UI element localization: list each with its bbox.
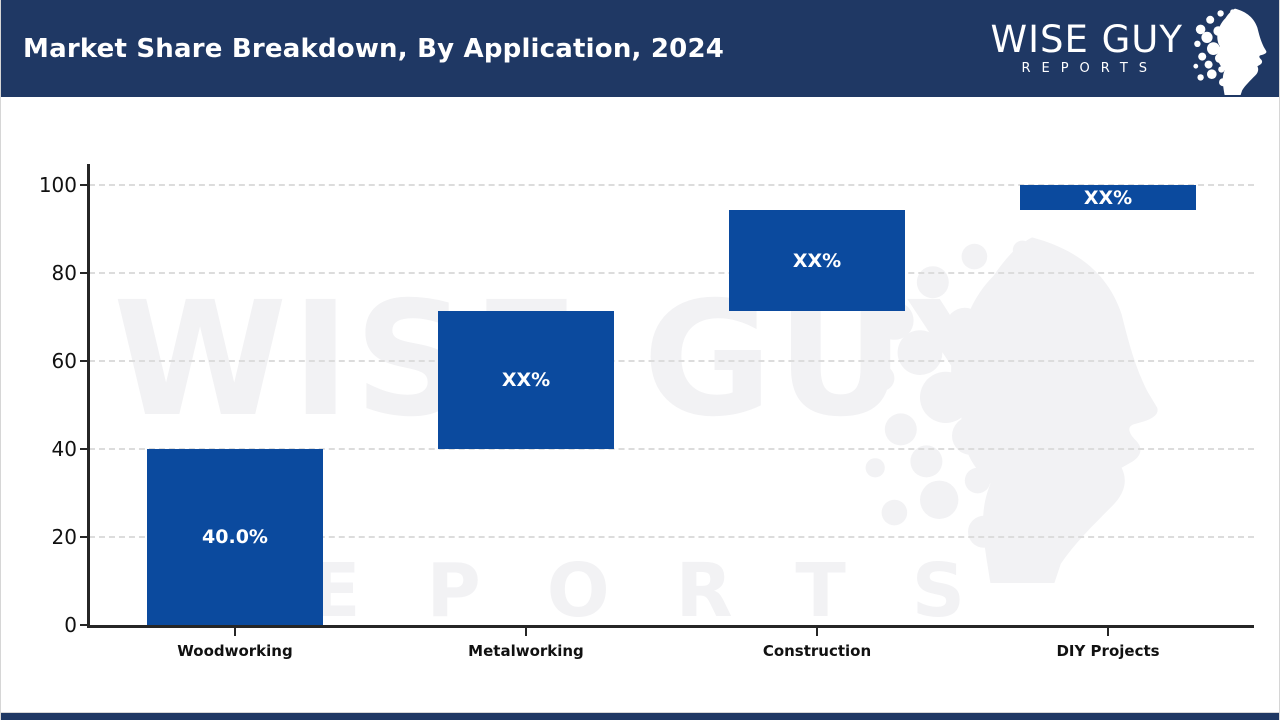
logo-subtitle: REPORTS xyxy=(1021,61,1159,76)
ytick-label: 20 xyxy=(51,525,77,549)
ytick-label: 40 xyxy=(51,437,77,461)
xtick-mark xyxy=(234,627,236,636)
bottom-hairline xyxy=(1,712,1279,713)
footer-strip xyxy=(1,713,1279,720)
bar-construction: XX% xyxy=(729,210,905,311)
bar-metalworking: XX% xyxy=(438,311,614,449)
bar-value-label: XX% xyxy=(792,249,842,272)
xtick-mark xyxy=(816,627,818,636)
gridline-y-60 xyxy=(89,360,1254,362)
page-title: Market Share Breakdown, By Application, … xyxy=(23,33,725,64)
ytick-mark xyxy=(80,536,89,538)
ytick-mark xyxy=(80,272,89,274)
bar-value-label: 40.0% xyxy=(202,526,268,548)
bar-value-label: XX% xyxy=(1083,186,1133,209)
bar-value-label: XX% xyxy=(501,369,551,391)
xtick-mark xyxy=(525,627,527,636)
ytick-mark xyxy=(80,624,89,626)
ytick-label: 0 xyxy=(64,613,77,637)
category-label-metalworking: Metalworking xyxy=(468,642,584,660)
bar-diy-projects: XX% xyxy=(1020,185,1196,210)
ytick-mark xyxy=(80,184,89,186)
logo-wordmark: WISE GUY xyxy=(990,18,1183,61)
category-label-construction: Construction xyxy=(762,642,872,660)
ytick-mark xyxy=(80,360,89,362)
waterfall-chart: 0 20 40 60 80 100 40.0% Woodworking XX% Metalwork… xyxy=(1,97,1279,713)
category-label-diy-projects: DIY Projects xyxy=(1056,642,1160,660)
xtick-mark xyxy=(1107,627,1109,636)
ytick-label: 60 xyxy=(51,349,77,373)
wise-guy-logo: WISE GUY REPORTS xyxy=(991,0,1277,97)
x-axis-line xyxy=(87,625,1254,628)
ytick-label: 80 xyxy=(51,261,77,285)
gridline-y-40 xyxy=(89,448,1254,450)
header-band: Market Share Breakdown, By Application, … xyxy=(1,0,1279,97)
gridline-y-100 xyxy=(89,184,1254,186)
bar-woodworking: 40.0% xyxy=(147,449,323,625)
logo-text: WISE GUY REPORTS xyxy=(991,21,1183,76)
gridline-y-20 xyxy=(89,536,1254,538)
category-label-woodworking: Woodworking xyxy=(177,642,293,660)
y-axis-line xyxy=(87,164,90,627)
ytick-label: 100 xyxy=(38,173,77,197)
gridline-y-80 xyxy=(89,272,1254,274)
ytick-mark xyxy=(80,448,89,450)
dotted-head-icon xyxy=(1185,7,1277,95)
